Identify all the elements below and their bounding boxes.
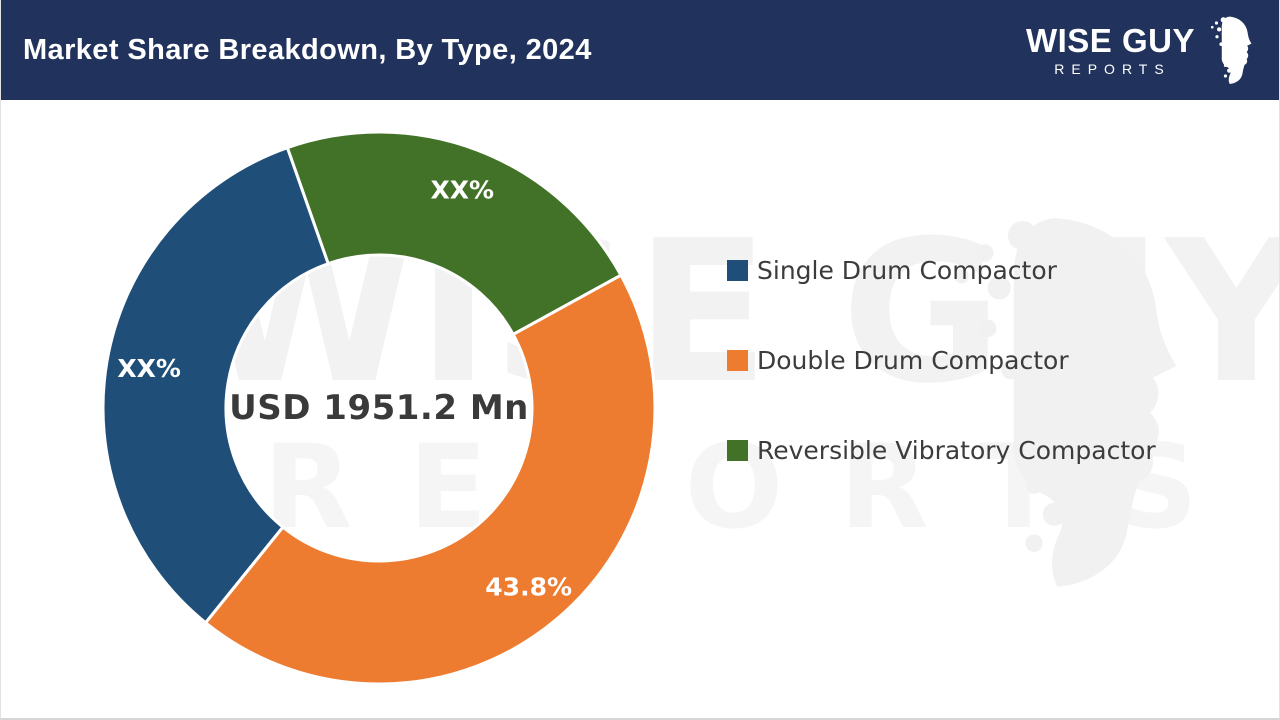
legend-label-double-drum: Double Drum Compactor	[757, 345, 1069, 375]
legend-swatch-reversible-vibratory	[727, 439, 748, 461]
donut-segment	[285, 130, 623, 336]
legend-item: Double Drum Compactor	[727, 345, 1156, 375]
segment-value-label: XX%	[117, 354, 181, 383]
brand-name: WISE GUY REPORTS	[1026, 24, 1195, 77]
legend-item: Single Drum Compactor	[727, 255, 1156, 285]
brand-name-top: WISE GUY	[1025, 21, 1195, 59]
legend-label-single-drum: Single Drum Compactor	[757, 255, 1057, 285]
donut-segment	[204, 273, 657, 686]
page-title: Market Share Breakdown, By Type, 2024	[23, 33, 592, 66]
brand-name-bottom: REPORTS	[1054, 60, 1171, 77]
header: Market Share Breakdown, By Type, 2024 WI…	[1, 0, 1279, 100]
legend-item: Reversible Vibratory Compactor	[727, 435, 1156, 465]
brand-logo: WISE GUY REPORTS	[1026, 11, 1253, 89]
chart-canvas: WISE GUY REPORTS XX% 43.8% XX% USD 1951.2 …	[1, 100, 1279, 718]
legend-swatch-double-drum	[727, 349, 748, 371]
legend-label-reversible-vibratory: Reversible Vibratory Compactor	[757, 435, 1156, 465]
legend: Single Drum Compactor Double Drum Compac…	[727, 256, 1156, 526]
segment-value-label: XX%	[430, 176, 494, 205]
face-profile-dots-icon	[1210, 16, 1252, 84]
donut-segment	[101, 146, 330, 625]
chart-center-value: USD 1951.2 Mn	[229, 388, 529, 428]
segment-value-label: 43.8%	[485, 572, 572, 601]
donut-chart: XX% 43.8% XX% USD 1951.2 Mn	[97, 126, 661, 690]
donut-svg: XX% 43.8% XX%	[101, 130, 657, 686]
legend-swatch-single-drum	[727, 259, 748, 281]
